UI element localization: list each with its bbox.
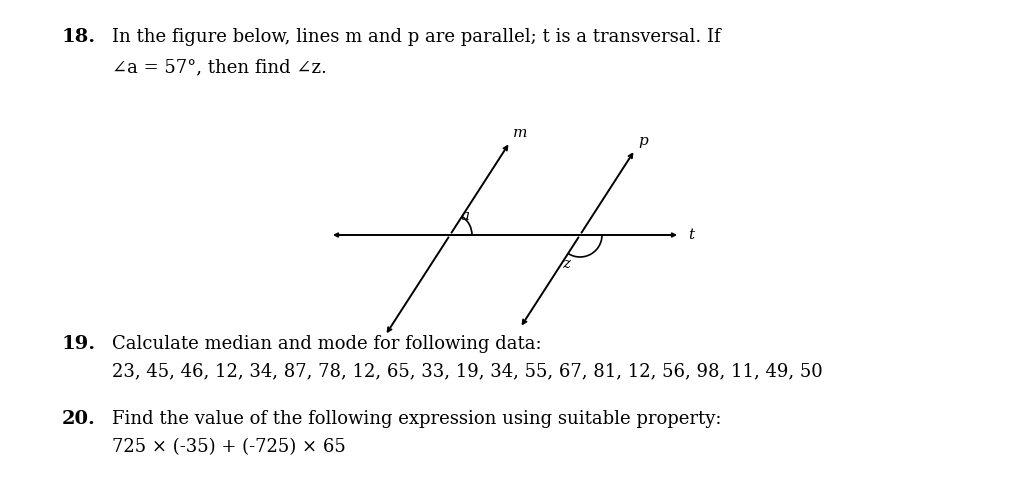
- Text: ∠a = 57°, then find ∠z.: ∠a = 57°, then find ∠z.: [112, 58, 327, 76]
- Text: a: a: [460, 209, 469, 223]
- Text: 23, 45, 46, 12, 34, 87, 78, 12, 65, 33, 19, 34, 55, 67, 81, 12, 56, 98, 11, 49, : 23, 45, 46, 12, 34, 87, 78, 12, 65, 33, …: [112, 362, 822, 380]
- Text: t: t: [688, 228, 694, 242]
- Text: m: m: [513, 126, 527, 140]
- Text: z: z: [562, 257, 570, 271]
- Text: 18.: 18.: [62, 28, 96, 46]
- Text: Calculate median and mode for following data:: Calculate median and mode for following …: [112, 335, 542, 353]
- Text: Find the value of the following expression using suitable property:: Find the value of the following expressi…: [112, 410, 722, 428]
- Text: 725 × (-35) + (-725) × 65: 725 × (-35) + (-725) × 65: [112, 438, 346, 456]
- Text: In the figure below, lines m and p are parallel; t is a transversal. If: In the figure below, lines m and p are p…: [112, 28, 721, 46]
- Text: p: p: [638, 134, 648, 148]
- Text: 20.: 20.: [62, 410, 96, 428]
- Text: 19.: 19.: [62, 335, 96, 353]
